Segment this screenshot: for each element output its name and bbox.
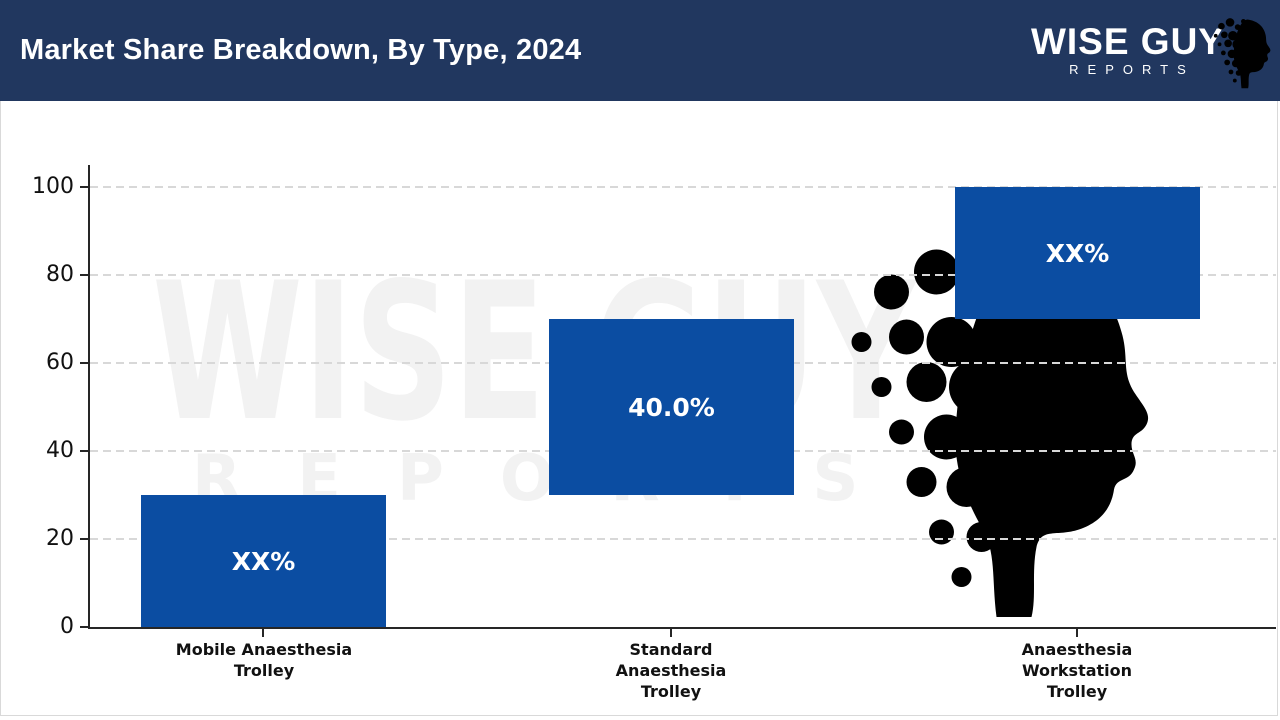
bar-segment-mobile-anaesthesia-trolley: XX% bbox=[141, 495, 386, 627]
x-axis-line bbox=[88, 627, 1276, 629]
x-category-label-mobile-anaesthesia-trolley: Mobile Anaesthesia Trolley bbox=[114, 639, 414, 681]
y-tick-0 bbox=[80, 626, 88, 628]
category-line: Anaesthesia bbox=[615, 661, 727, 680]
x-category-label-standard-anaesthesia-trolley: Standard Anaesthesia Trolley bbox=[521, 639, 821, 702]
brand-face-icon bbox=[1213, 18, 1271, 89]
y-axis-line bbox=[88, 165, 90, 629]
x-tick-2 bbox=[670, 629, 672, 637]
y-tick-label-100: 100 bbox=[32, 174, 74, 199]
gridline-80 bbox=[90, 274, 1276, 276]
bar-segment-anaesthesia-workstation-trolley: XX% bbox=[955, 187, 1200, 319]
y-tick-label-80: 80 bbox=[46, 262, 74, 287]
category-line: Anaesthesia bbox=[1021, 640, 1133, 659]
bar-value-label: XX% bbox=[1045, 238, 1110, 268]
bar-value-label: 40.0% bbox=[628, 392, 715, 422]
category-line: Trolley bbox=[640, 682, 702, 701]
y-tick-60 bbox=[80, 362, 88, 364]
y-tick-label-60: 60 bbox=[46, 350, 74, 375]
brand-name: WISE GUY bbox=[1030, 21, 1224, 62]
y-tick-label-0: 0 bbox=[60, 614, 74, 639]
y-tick-20 bbox=[80, 538, 88, 540]
brand-logo: WISE GUY REPORTS bbox=[1031, 6, 1272, 96]
category-line: Standard bbox=[629, 640, 713, 659]
x-tick-1 bbox=[262, 629, 264, 637]
gridline-100 bbox=[90, 186, 1276, 188]
y-tick-100 bbox=[80, 186, 88, 188]
x-category-label-anaesthesia-workstation-trolley: Anaesthesia Workstation Trolley bbox=[927, 639, 1227, 702]
x-tick-3 bbox=[1076, 629, 1078, 637]
brand-subtitle: REPORTS bbox=[1069, 62, 1195, 77]
brand-logo-text: WISE GUY REPORTS bbox=[1031, 23, 1224, 79]
page-title: Market Share Breakdown, By Type, 2024 bbox=[20, 34, 582, 66]
y-tick-80 bbox=[80, 274, 88, 276]
category-line: Trolley bbox=[1046, 682, 1108, 701]
category-line: Workstation bbox=[1021, 661, 1133, 680]
chart-frame bbox=[0, 101, 1278, 716]
bar-value-label: XX% bbox=[231, 546, 296, 576]
gridline-20 bbox=[90, 538, 1276, 540]
y-tick-label-20: 20 bbox=[46, 526, 74, 551]
bar-segment-standard-anaesthesia-trolley: 40.0% bbox=[549, 319, 794, 495]
category-line: Mobile Anaesthesia bbox=[175, 640, 353, 659]
category-line: Trolley bbox=[233, 661, 295, 680]
y-tick-40 bbox=[80, 450, 88, 452]
header-bar: Market Share Breakdown, By Type, 2024 WI… bbox=[0, 0, 1280, 101]
y-tick-label-40: 40 bbox=[46, 438, 74, 463]
